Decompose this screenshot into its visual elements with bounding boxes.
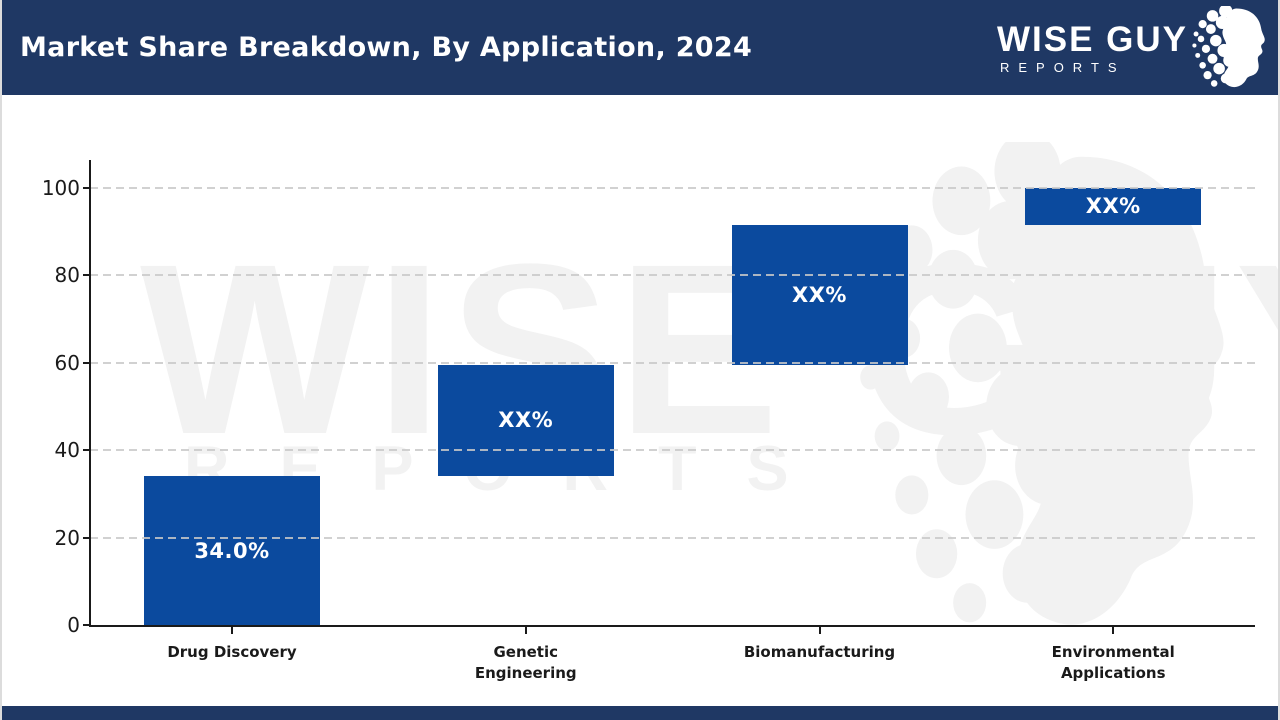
x-category-label: Drug Discovery bbox=[167, 643, 297, 661]
bar-value-label: XX% bbox=[792, 282, 847, 307]
x-tick bbox=[818, 627, 821, 634]
logo-subtext: REPORTS bbox=[999, 59, 1126, 75]
gridline bbox=[90, 449, 1255, 451]
x-category-label: Biomanufacturing bbox=[743, 643, 896, 661]
y-tick-label: 80 bbox=[54, 263, 80, 287]
y-tick bbox=[83, 624, 90, 626]
y-tick bbox=[83, 361, 90, 364]
x-axis-line bbox=[89, 625, 1255, 627]
x-category-label: Genetic Engineering bbox=[474, 643, 577, 682]
bar-segment: XX% bbox=[731, 224, 908, 365]
y-tick-label: 100 bbox=[41, 175, 80, 200]
x-category-label: Environmental Applications bbox=[1051, 643, 1175, 682]
bar-segment: XX% bbox=[437, 364, 614, 477]
bar-value-label: 34.0% bbox=[194, 538, 270, 563]
y-tick-label: 0 bbox=[67, 613, 80, 637]
gridline bbox=[90, 274, 1255, 276]
y-axis-line bbox=[89, 160, 91, 627]
footer-bar bbox=[2, 706, 1278, 720]
bar-segment: XX% bbox=[1025, 187, 1202, 225]
bar-value-label: XX% bbox=[1085, 194, 1141, 219]
brand-logo: WISE GUY REPORTS bbox=[997, 5, 1268, 90]
header-bar: Market Share Breakdown, By Application, … bbox=[2, 0, 1278, 95]
bar-value-label: XX% bbox=[498, 408, 554, 433]
gridline bbox=[90, 186, 1255, 189]
y-tick-label: 20 bbox=[54, 525, 80, 550]
brand-logo-text: WISE GUY REPORTS bbox=[997, 22, 1188, 74]
page-title: Market Share Breakdown, By Application, … bbox=[20, 32, 753, 63]
y-tick-label: 60 bbox=[54, 350, 80, 375]
waterfall-chart: 0 20 40 60 80 100 34.0% Drug Discovery XX% Geneti… bbox=[2, 95, 1278, 706]
bar-segment: 34.0% bbox=[144, 476, 320, 625]
gridline bbox=[90, 361, 1255, 364]
logo-wordmark: WISE GUY bbox=[996, 19, 1188, 59]
y-tick-label: 40 bbox=[54, 438, 80, 462]
y-tick bbox=[83, 536, 90, 539]
y-tick bbox=[83, 274, 90, 276]
gridline bbox=[90, 536, 1255, 539]
logo-face-icon bbox=[1192, 5, 1265, 87]
y-tick bbox=[83, 186, 90, 189]
x-tick bbox=[1112, 627, 1115, 634]
x-tick bbox=[524, 627, 527, 634]
x-tick bbox=[231, 627, 233, 634]
y-tick bbox=[83, 449, 90, 451]
